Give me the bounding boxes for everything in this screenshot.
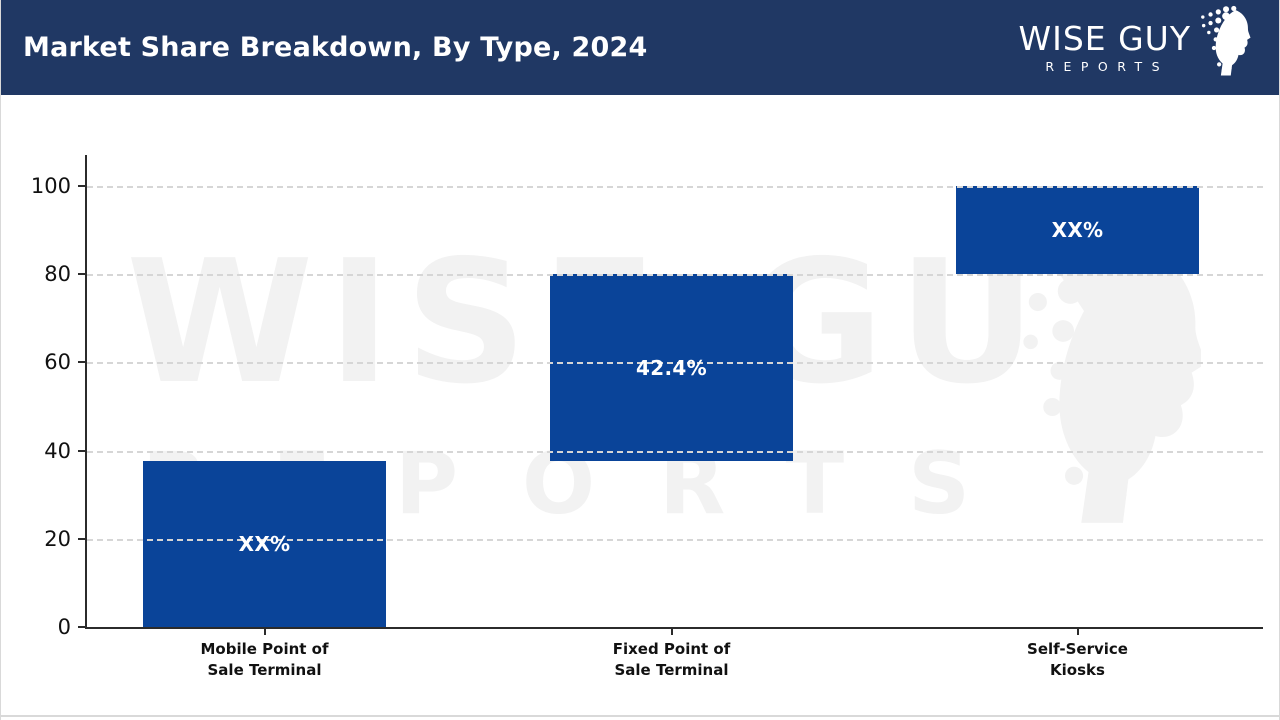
header: Market Share Breakdown, By Type, 2024 WI… [1, 0, 1279, 95]
bottom-rule [1, 715, 1279, 717]
gridline-60 [87, 362, 1263, 365]
y-tick-label-20: 20 [44, 526, 71, 551]
y-tick-label-100: 100 [30, 173, 71, 198]
plot-area: 0 20 40 60 80 100 XX% 42.4% XX% Mobile Point of Sa… [31, 155, 1263, 679]
bar-label-3: XX% [1051, 217, 1104, 242]
y-tick-label-80: 80 [44, 262, 71, 287]
logo-subtitle: REPORTS [1045, 58, 1170, 74]
y-tick-20 [78, 537, 85, 540]
y-tick-80 [78, 273, 85, 276]
x-category-label-1: Mobile Point of Sale Terminal [201, 639, 329, 681]
y-tick-100 [78, 184, 85, 187]
x-tick-2 [670, 627, 673, 635]
bar-2 [550, 274, 793, 462]
wiseguy-face-icon [1201, 5, 1251, 76]
wiseguy-logo: WISE GUY REPORTS [1018, 5, 1259, 91]
gridline-100 [87, 185, 1263, 188]
y-tick-label-0: 0 [57, 615, 71, 639]
y-tick-40 [78, 449, 85, 452]
x-category-line: Sale Terminal [207, 661, 322, 679]
x-tick-1 [263, 627, 266, 635]
y-tick-60 [78, 361, 85, 364]
y-tick-label-40: 40 [44, 438, 71, 463]
x-category-label-2: Fixed Point of Sale Terminal [613, 639, 731, 681]
gridline-40 [87, 450, 1263, 453]
gridline-80 [87, 274, 1263, 277]
bar-label-2: 42.4% [636, 355, 707, 380]
y-tick-0 [78, 626, 85, 628]
page-title: Market Share Breakdown, By Type, 2024 [23, 32, 648, 63]
x-category-line: Mobile Point of [200, 640, 329, 658]
x-tick-3 [1076, 627, 1079, 635]
bar-label-1: XX% [238, 532, 291, 557]
x-category-line: Sale Terminal [614, 661, 729, 679]
logo-wordmark: WISE GUY [1018, 18, 1191, 58]
x-category-line: Kiosks [1050, 661, 1105, 679]
x-category-line: Fixed Point of [612, 640, 731, 658]
x-category-label-3: Self-Service Kiosks [1027, 639, 1128, 681]
gridline-20 [87, 538, 1263, 541]
bar-1 [143, 461, 386, 627]
wiseguy-logo-text: WISE GUY REPORTS [1018, 22, 1191, 74]
x-category-line: Self-Service [1027, 640, 1128, 658]
y-tick-label-60: 60 [44, 350, 71, 375]
